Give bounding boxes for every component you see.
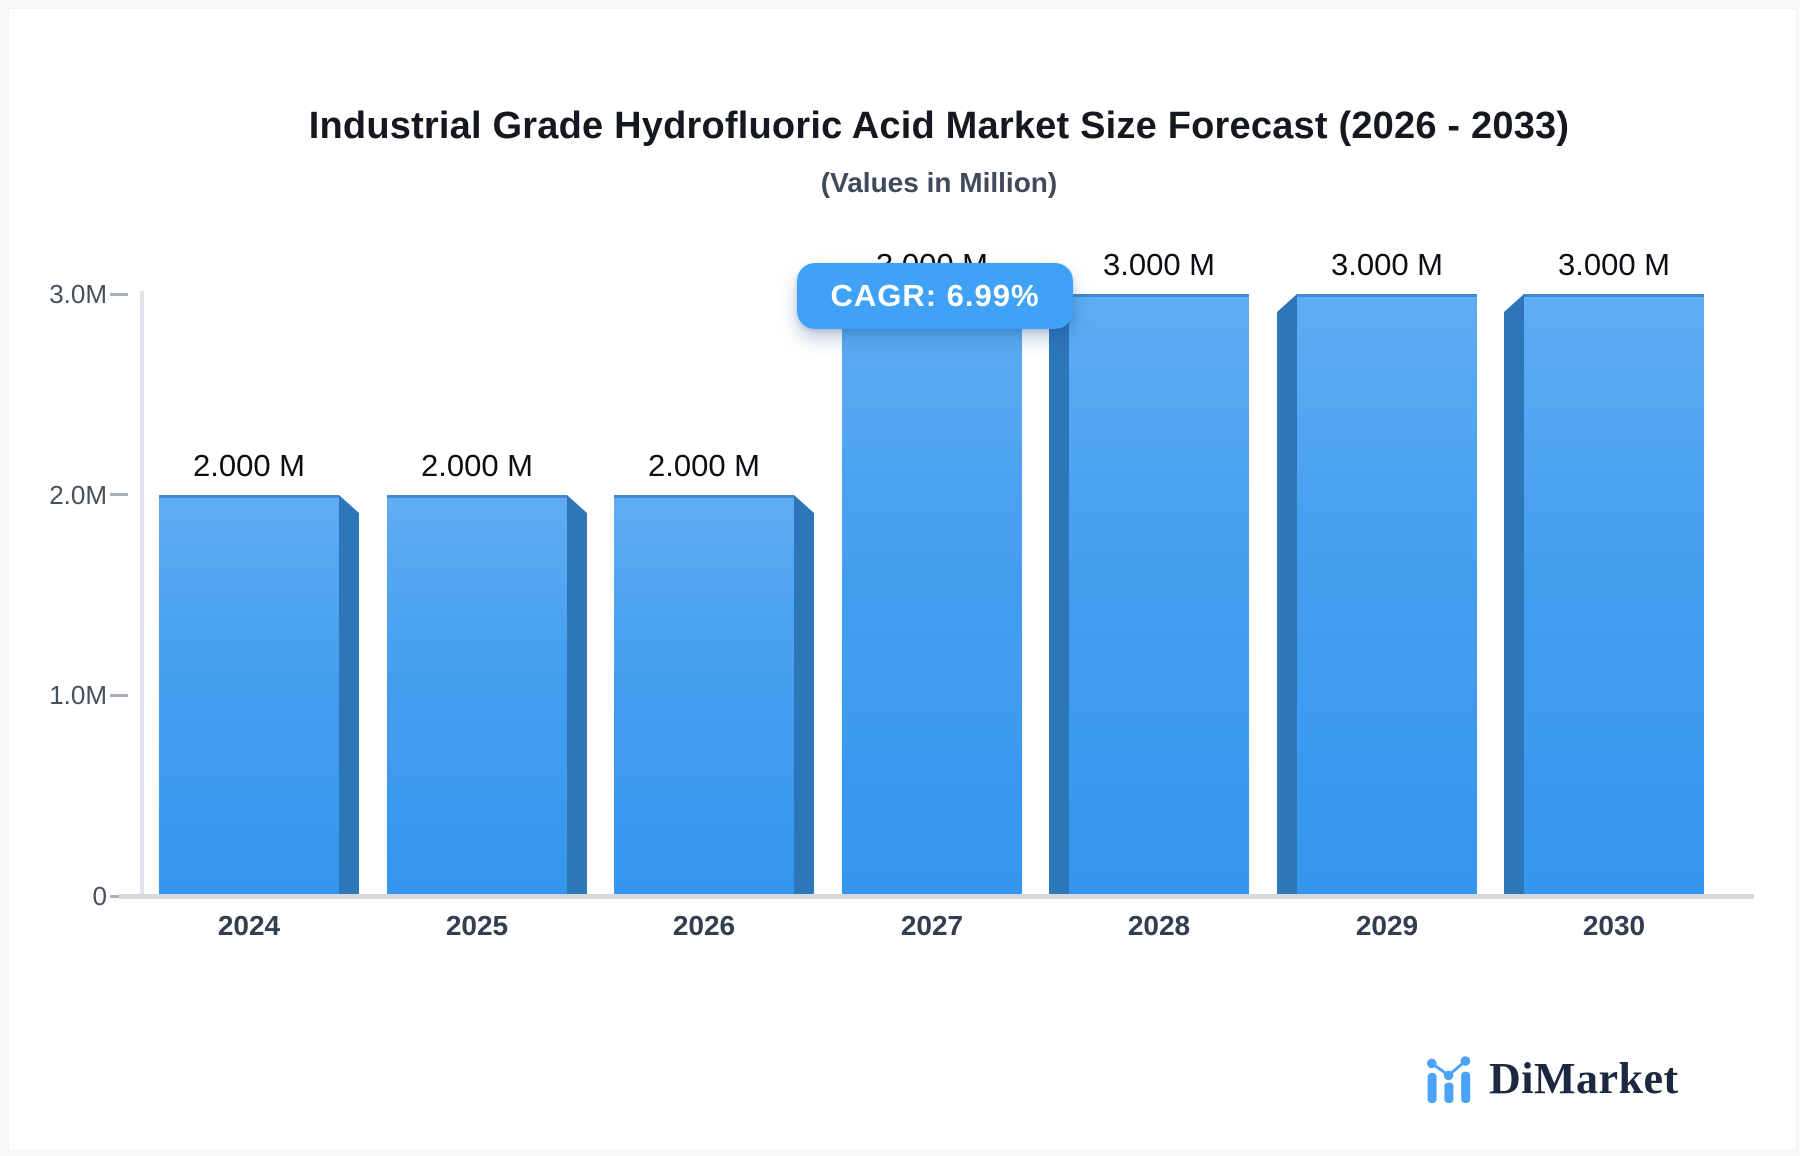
brand-name: DiMarket xyxy=(1489,1054,1679,1103)
brand-logo[interactable]: DiMarket xyxy=(1427,1051,1679,1103)
bar-side-face xyxy=(1277,294,1297,896)
bar-side-face xyxy=(567,495,587,896)
x-tick-label: 2028 xyxy=(1127,910,1191,941)
cagr-badge: CAGR: 6.99% xyxy=(797,263,1073,329)
bar-2027[interactable] xyxy=(822,294,1042,896)
bar-2024[interactable] xyxy=(139,495,359,896)
bar-face xyxy=(1524,294,1704,896)
x-tick-label: 2024 xyxy=(217,910,281,941)
bar-value-label: 2.000 M xyxy=(647,448,760,483)
y-tick-label: 2.0M xyxy=(49,479,107,510)
bar-face xyxy=(387,495,567,896)
chart-title: Industrial Grade Hydrofluoric Acid Marke… xyxy=(308,105,1570,147)
bar-2030[interactable] xyxy=(1504,294,1724,896)
y-tick-label: 3.0M xyxy=(49,279,107,309)
bar-side-face xyxy=(1504,294,1524,896)
bar-side-face xyxy=(794,495,814,896)
y-axis-line xyxy=(140,291,144,899)
y-tick-mark xyxy=(110,493,128,497)
x-tick-label: 2029 xyxy=(1355,910,1419,941)
y-tick-label: 1.0M xyxy=(49,680,107,711)
bar-side-face xyxy=(1049,294,1069,896)
y-tick-mark xyxy=(110,292,128,296)
bar-side-face xyxy=(339,495,359,896)
y-tick-mark xyxy=(110,693,128,697)
chart-card: Industrial Grade Hydrofluoric Acid Marke… xyxy=(8,8,1797,1151)
bar-chart-icon xyxy=(1427,1056,1471,1103)
bar-value-label: 3.000 M xyxy=(1102,247,1215,282)
cagr-badge-label: CAGR: 6.99% xyxy=(830,278,1040,313)
bar-2025[interactable] xyxy=(367,495,587,896)
x-tick-label: 2027 xyxy=(900,910,964,941)
x-axis-line xyxy=(119,894,1754,899)
chart-subtitle: (Values in Million) xyxy=(820,167,1058,198)
bar-2029[interactable] xyxy=(1277,294,1497,896)
x-tick-label: 2025 xyxy=(445,910,509,941)
bar-2028[interactable] xyxy=(1049,294,1269,896)
bars-container xyxy=(159,294,1759,896)
bar-face xyxy=(842,294,1022,896)
bar-value-label: 3.000 M xyxy=(1557,247,1670,282)
bar-2026[interactable] xyxy=(594,495,814,896)
bar-face xyxy=(159,495,339,896)
bar-face xyxy=(1069,294,1249,896)
x-tick-label: 2026 xyxy=(672,910,736,941)
x-tick-label: 2030 xyxy=(1582,910,1646,941)
bar-face xyxy=(1297,294,1477,896)
y-tick-label: 0 xyxy=(92,881,107,911)
bar-value-label: 2.000 M xyxy=(192,448,305,483)
bar-value-label: 2.000 M xyxy=(420,448,533,483)
bar-value-label: 3.000 M xyxy=(1330,247,1443,282)
bar-face xyxy=(614,495,794,896)
